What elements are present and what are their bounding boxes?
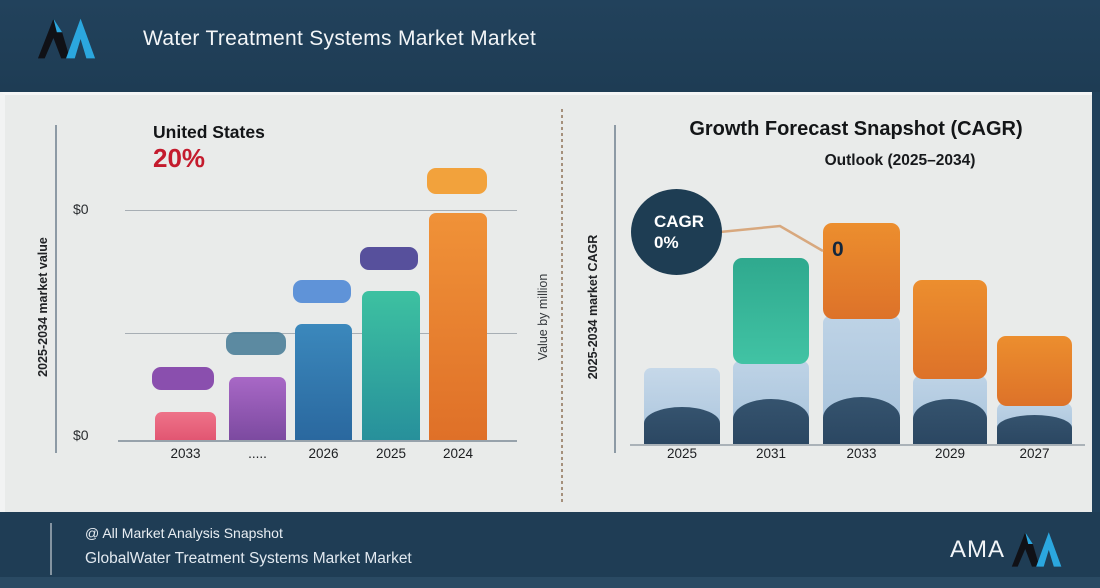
left-x-tick-2024: 2024 — [442, 446, 474, 461]
right-bar-2033-base-segment — [823, 397, 900, 444]
right-x-tick-2025: 2025 — [666, 446, 698, 461]
ama-logo-icon — [37, 18, 96, 59]
region-label: United States — [153, 122, 265, 142]
highlight-percentage: 20% — [153, 143, 206, 173]
right-bar-2027-base-segment — [997, 415, 1072, 444]
cagr-badge-label: CAGR — [654, 211, 705, 231]
footer-brand-text: AMA — [950, 536, 1006, 563]
footer-source-line: @ All Market Analysis Snapshot — [85, 525, 283, 541]
right-bar-2033-top-segment — [823, 223, 900, 319]
left-bar-2026 — [295, 324, 352, 440]
left-right-axis-label: Value by million — [536, 273, 550, 361]
left-bar-cap-..... — [226, 332, 286, 355]
left-bar-cap-2033 — [152, 367, 214, 390]
content-area: 2025-2034 market value United States 20%… — [0, 92, 1092, 512]
left-x-tick-2025: 2025 — [375, 446, 407, 461]
right-bar-2027-top-segment — [997, 336, 1072, 406]
right-bar-2031-base-segment — [733, 399, 809, 444]
left-bar-cap-2026 — [293, 280, 351, 303]
callout-value: 0 — [832, 238, 844, 261]
footer-report-title: GlobalWater Treatment Systems Market Mar… — [85, 550, 412, 567]
left-x-tick-2026: 2026 — [308, 446, 339, 461]
right-x-tick-2027: 2027 — [1019, 446, 1050, 461]
footer-band: @ All Market Analysis Snapshot GlobalWat… — [0, 512, 1100, 588]
right-y-axis-line — [614, 125, 616, 453]
left-x-tick-.....: ..... — [248, 446, 267, 461]
left-bar-2033 — [155, 412, 216, 440]
left-bar-cap-2025 — [360, 247, 418, 270]
cagr-badge: CAGR 0% — [631, 189, 722, 275]
right-x-tick-2029: 2029 — [934, 446, 966, 461]
right-bar-2029-top-segment — [913, 280, 987, 379]
left-y-axis-label: 2025-2034 market value — [36, 237, 50, 377]
left-x-axis-line — [118, 440, 517, 442]
left-bar-..... — [229, 377, 286, 440]
right-x-tick-2031: 2031 — [755, 446, 787, 461]
right-bar-2031-top-segment — [733, 258, 809, 364]
left-x-tick-2033: 2033 — [170, 446, 201, 461]
left-tick-bottom: $0 — [73, 427, 89, 443]
footer-bottom-strip — [0, 577, 1100, 588]
page-title: Water Treatment Systems Market Market — [143, 27, 537, 50]
right-bar-2025-base-segment — [644, 407, 720, 444]
right-y-axis-label: 2025-2034 market CAGR — [586, 234, 600, 380]
right-chart-title: Growth Forecast Snapshot (CAGR) — [689, 118, 1023, 140]
left-tick-top: $0 — [73, 201, 89, 217]
panel-divider — [561, 109, 563, 505]
right-chart-subtitle: Outlook (2025–2034) — [824, 152, 976, 169]
left-bar-cap-2024 — [427, 168, 487, 194]
right-x-tick-2033: 2033 — [846, 446, 877, 461]
left-gridline-top — [125, 210, 517, 211]
footer-ama-logo-icon — [1011, 532, 1062, 567]
footer-divider-line — [50, 523, 52, 575]
cagr-badge-value: 0% — [654, 233, 679, 252]
left-y-axis-line — [55, 125, 57, 453]
right-bar-2029-base-segment — [913, 399, 987, 444]
header-band: Water Treatment Systems Market Market — [0, 0, 1100, 92]
left-bar-2024 — [429, 213, 487, 440]
left-bar-2025 — [362, 291, 420, 440]
right-x-axis-line — [630, 444, 1085, 446]
